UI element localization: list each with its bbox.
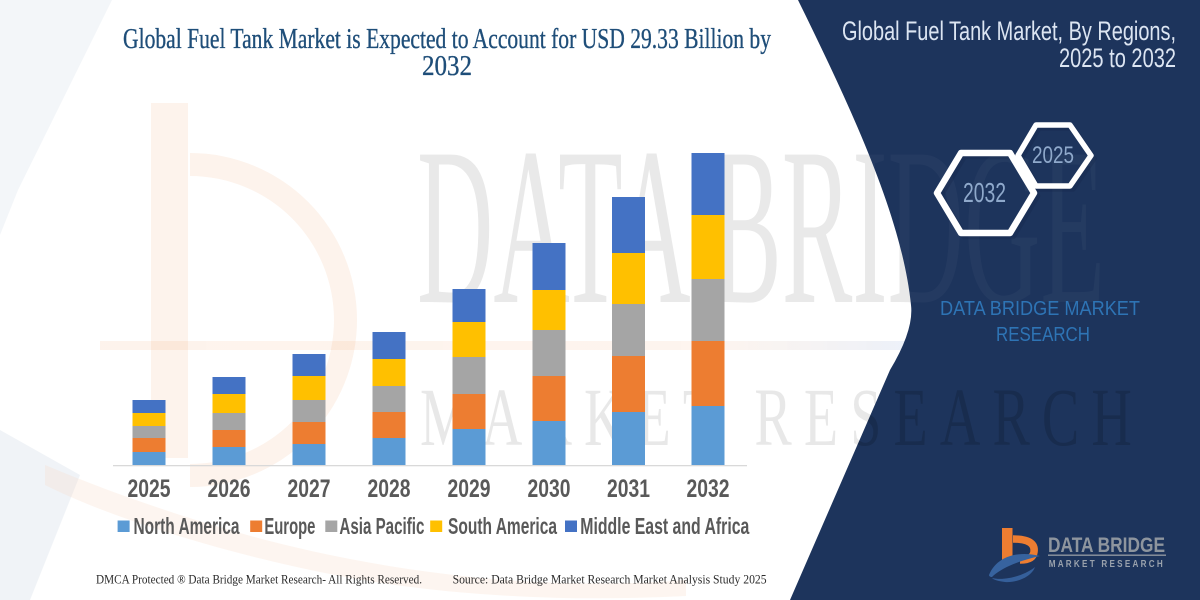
svg-text:DMCA Protected ® Data Bridge M: DMCA Protected ® Data Bridge Market Rese… xyxy=(96,573,422,587)
svg-text:2029: 2029 xyxy=(448,475,491,503)
svg-text:Global Fuel Tank Market is Exp: Global Fuel Tank Market is Expected to A… xyxy=(123,23,771,55)
svg-text:2025: 2025 xyxy=(1032,142,1074,169)
svg-text:M A R K E T R E S E A R C H: M A R K E T R E S E A R C H xyxy=(1049,559,1163,570)
svg-text:South America: South America xyxy=(448,513,557,539)
svg-text:2030: 2030 xyxy=(528,475,571,503)
svg-text:RESEARCH: RESEARCH xyxy=(996,324,1090,346)
svg-text:2025: 2025 xyxy=(128,475,171,503)
svg-text:Europe: Europe xyxy=(264,513,315,539)
svg-text:2032: 2032 xyxy=(963,177,1006,208)
svg-text:2032: 2032 xyxy=(422,50,472,82)
svg-text:Middle East and Africa: Middle East and Africa xyxy=(580,513,749,539)
svg-text:Global Fuel Tank Market, By Re: Global Fuel Tank Market, By Regions, xyxy=(842,16,1176,46)
svg-text:Source: Data Bridge Market Res: Source: Data Bridge Market Research Mark… xyxy=(453,573,767,587)
svg-text:North America: North America xyxy=(134,513,240,539)
svg-text:2025 to 2032: 2025 to 2032 xyxy=(1059,43,1176,73)
svg-text:2032: 2032 xyxy=(687,475,730,503)
svg-text:2026: 2026 xyxy=(208,475,251,503)
svg-text:Asia Pacific: Asia Pacific xyxy=(339,513,424,539)
svg-text:2027: 2027 xyxy=(288,475,331,503)
svg-text:DATA BRIDGE MARKET: DATA BRIDGE MARKET xyxy=(940,298,1140,320)
svg-text:DATA BRIDGE: DATA BRIDGE xyxy=(1048,534,1165,557)
svg-text:2028: 2028 xyxy=(368,475,411,503)
svg-text:2031: 2031 xyxy=(607,475,650,503)
